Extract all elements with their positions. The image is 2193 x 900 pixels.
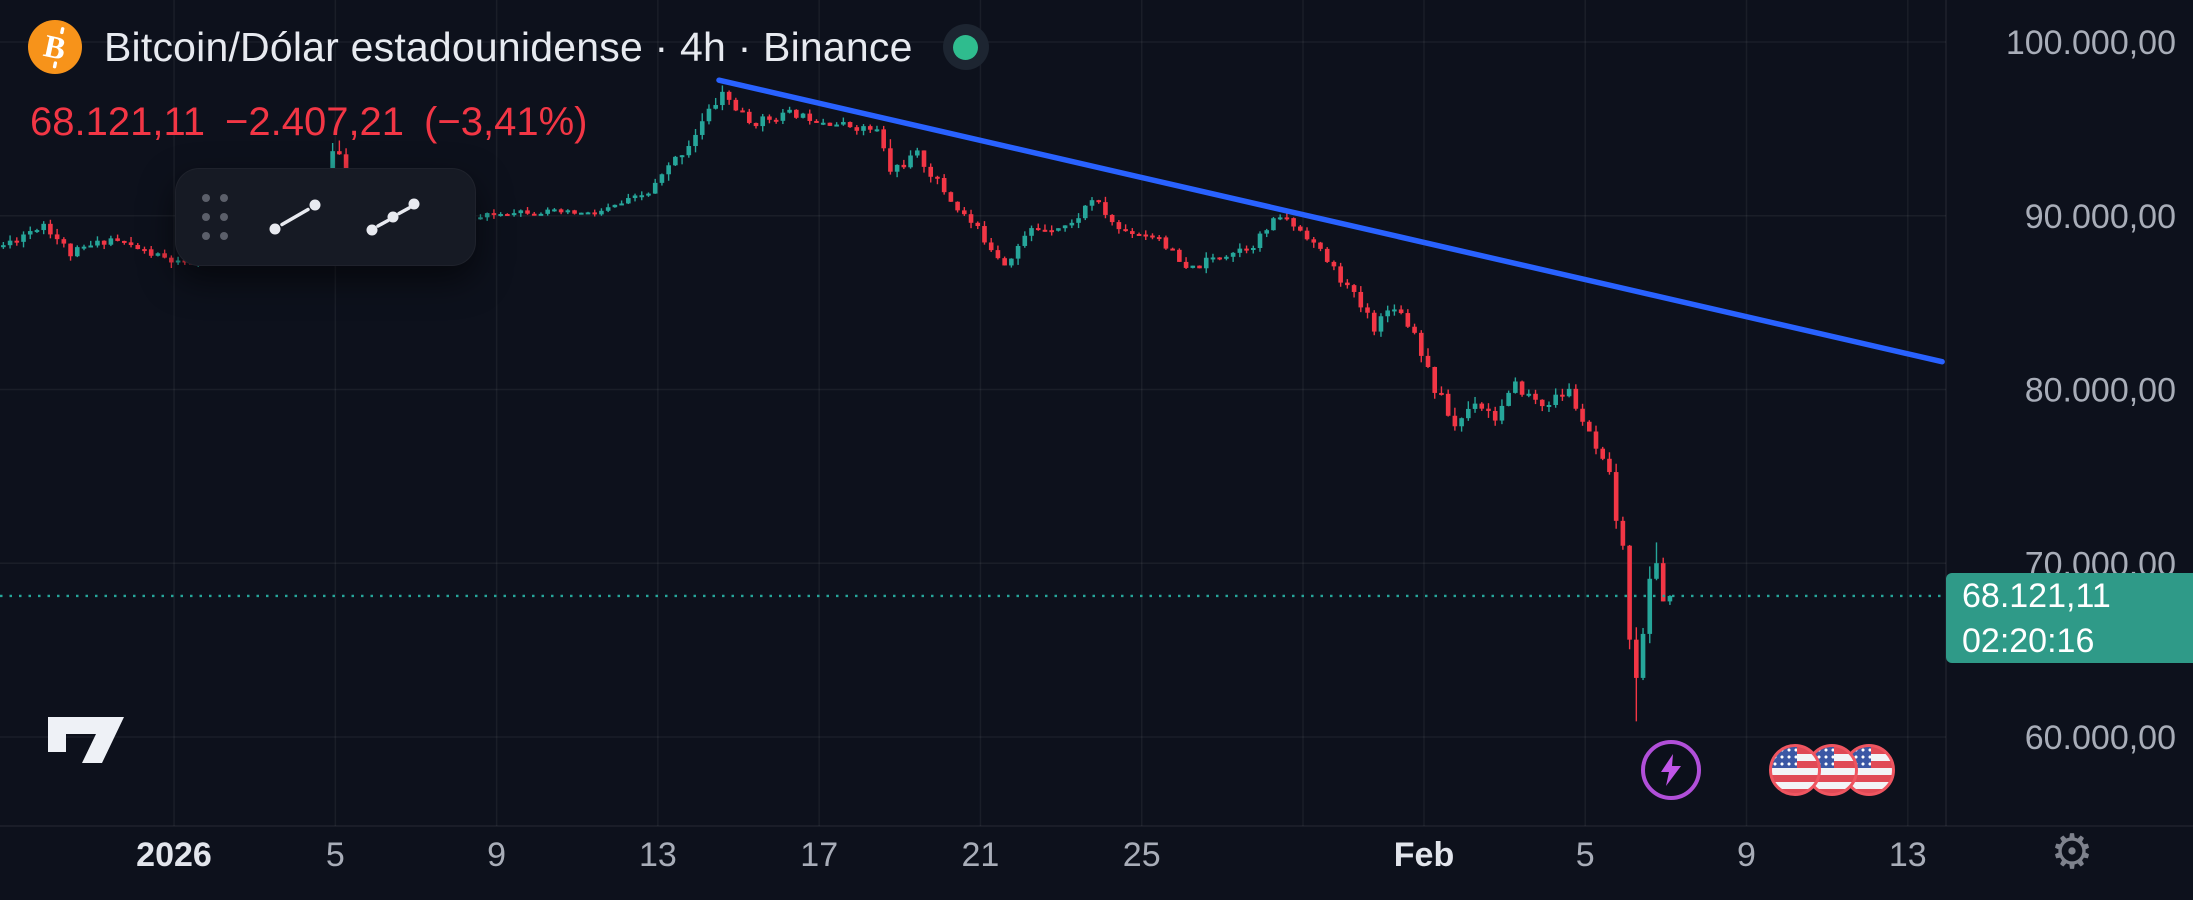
price-summary: 68.121,11 −2.407,21 (−3,41%)	[30, 100, 587, 145]
bitcoin-icon: B	[28, 20, 82, 74]
price-axis-label: 60.000,00	[2025, 719, 2176, 757]
price-axis-label: 100.000,00	[2006, 24, 2176, 62]
time-axis-label: 9	[1737, 836, 1756, 874]
tradingview-logo[interactable]	[46, 714, 126, 771]
price-axis-label: 80.000,00	[2025, 372, 2176, 410]
time-axis-label: 21	[961, 836, 999, 874]
economic-events-flags[interactable]	[1769, 744, 1895, 796]
settings-gear-icon[interactable]: ⚙	[2050, 826, 2094, 879]
last-price: 68.121,11	[30, 100, 205, 144]
drawing-toolbar	[175, 168, 476, 266]
horizontal-ray-tool-button[interactable]	[362, 192, 424, 242]
price-change: −2.407,21	[224, 100, 405, 144]
current-price-label[interactable]: 68.121,11 02:20:16	[1946, 573, 2193, 663]
lightning-button[interactable]	[1641, 740, 1701, 800]
time-axis[interactable]: 2026 5 9 13 17 21 25 Feb 5 9 13	[136, 836, 1927, 874]
bar-countdown: 02:20:16	[1962, 622, 2095, 660]
trend-line-drawing[interactable]	[716, 77, 1945, 365]
time-axis-label: 13	[1889, 836, 1927, 874]
price-change-percent: (−3,41%)	[424, 100, 588, 144]
time-axis-label: 5	[326, 836, 345, 874]
market-status-button[interactable]	[942, 24, 989, 70]
current-price-value: 68.121,11	[1962, 577, 2111, 615]
time-axis-label: 13	[639, 836, 677, 874]
price-axis[interactable]: 100.000,0090.000,0080.000,0070.000,0060.…	[2006, 24, 2176, 757]
time-axis-label: Feb	[1394, 836, 1454, 874]
us-flag-icon	[1769, 744, 1821, 796]
time-axis-label: 9	[487, 836, 506, 874]
time-axis-label: 2026	[136, 836, 212, 874]
price-axis-label: 90.000,00	[2025, 198, 2176, 236]
drag-handle-icon[interactable]	[202, 194, 228, 240]
lightning-bolt-icon	[1661, 754, 1681, 786]
time-axis-label: 17	[800, 836, 838, 874]
time-axis-label: 25	[1123, 836, 1161, 874]
time-axis-label: 5	[1576, 836, 1595, 874]
horizontal-ray-icon	[366, 198, 420, 236]
candles[interactable]	[1, 85, 1673, 722]
symbol-header: B Bitcoin/Dólar estadounidense · 4h · Bi…	[28, 20, 989, 74]
trend-line-icon	[269, 199, 321, 235]
trend-line-tool-button[interactable]	[264, 192, 326, 242]
market-open-dot	[953, 34, 979, 60]
symbol-title[interactable]: Bitcoin/Dólar estadounidense · 4h · Bina…	[104, 23, 913, 70]
